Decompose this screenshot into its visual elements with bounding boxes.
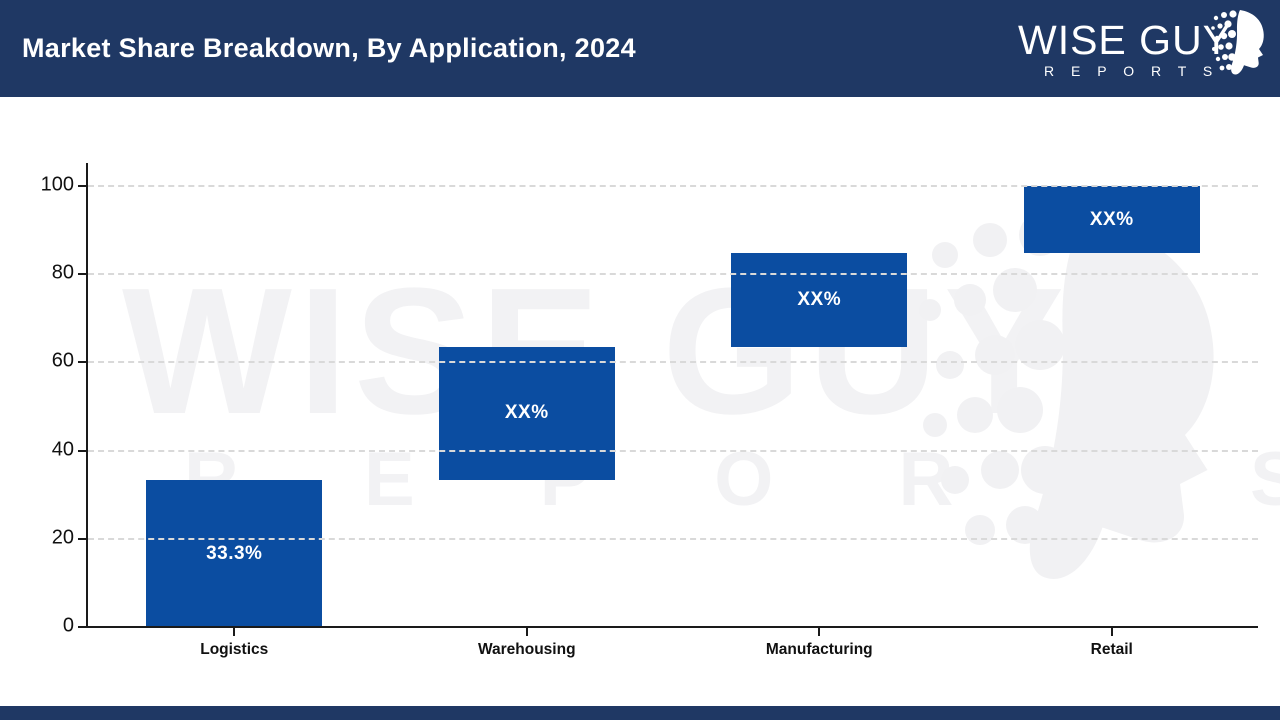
x-axis-tick	[233, 628, 236, 636]
footer-bar	[0, 706, 1280, 720]
x-axis-tick	[818, 628, 821, 636]
grid-line	[88, 273, 1258, 276]
bar-manufacturing	[731, 253, 908, 347]
y-axis-tick	[78, 626, 86, 628]
y-axis-tick	[78, 361, 86, 364]
grid-line	[88, 537, 1258, 540]
y-axis-line	[86, 163, 88, 628]
logo-head-icon	[1211, 10, 1264, 75]
y-axis-tick-label: 20	[51, 526, 74, 549]
logo-reports-text: R E P O R T S	[1044, 63, 1219, 79]
bar-value-label: 33.3%	[206, 542, 263, 564]
y-axis-tick	[78, 273, 86, 276]
bar-value-label: XX%	[504, 402, 549, 424]
x-axis-tick	[525, 628, 528, 636]
x-axis-category-label: Warehousing	[477, 641, 576, 658]
y-axis-tick	[78, 185, 86, 187]
bar-logistics	[146, 480, 323, 627]
brand-logo: WISE GUY R E P O R T S	[1010, 6, 1274, 97]
bar-value-label: XX%	[1089, 208, 1134, 230]
bar-retail	[1023, 186, 1200, 254]
page-title: Market Share Breakdown, By Application, …	[22, 33, 636, 63]
grid-line	[88, 449, 1258, 452]
bar-value-label: XX%	[797, 288, 842, 310]
y-axis-tick-label: 40	[51, 438, 74, 461]
x-axis-category-label: Logistics	[200, 641, 269, 658]
y-axis-tick-label: 0	[62, 614, 74, 637]
watermark-head-icon	[905, 210, 1235, 595]
y-axis-tick	[78, 449, 86, 452]
x-axis-tick	[1110, 628, 1113, 636]
x-axis-line	[86, 626, 1258, 628]
header-bar: Market Share Breakdown, By Application, …	[0, 0, 1280, 97]
y-axis-tick-label: 80	[51, 261, 74, 284]
y-axis-tick	[78, 537, 86, 540]
y-axis-tick-label: 60	[51, 349, 74, 372]
bar-warehousing	[438, 346, 615, 481]
x-axis-category-label: Manufacturing	[765, 641, 873, 658]
logo-wordmark: WISE GUY	[1018, 17, 1231, 63]
y-axis-tick-label: 100	[40, 173, 74, 196]
grid-line	[88, 361, 1258, 364]
grid-line	[88, 185, 1258, 187]
x-axis-category-label: Retail	[1090, 641, 1133, 658]
